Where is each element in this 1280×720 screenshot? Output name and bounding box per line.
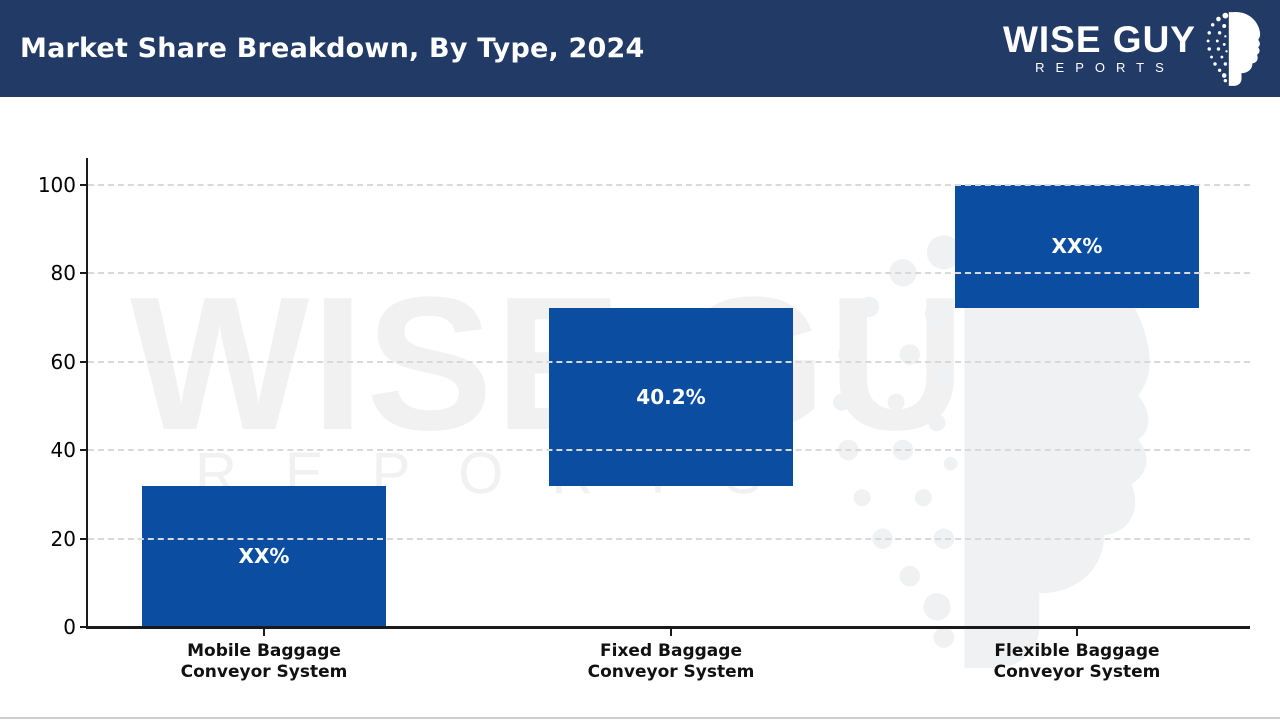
category-label: Flexible Baggage Conveyor System (993, 641, 1161, 682)
logo-text: WISE GUY REPORTS (1002, 18, 1196, 77)
bar-segment: XX% (955, 185, 1199, 308)
y-tick-60 (80, 360, 88, 363)
y-tick-0 (80, 626, 88, 628)
gridline-40 (88, 449, 1250, 452)
y-tick-label-20: 20 (50, 526, 76, 551)
y-tick-20 (80, 537, 88, 540)
page-title: Market Share Breakdown, By Type, 2024 (20, 33, 645, 64)
y-tick-label-40: 40 (50, 438, 76, 463)
x-tick-1 (670, 627, 672, 636)
x-axis-line (86, 626, 1250, 629)
y-tick-80 (80, 272, 88, 275)
y-tick-100 (80, 184, 88, 186)
gridline-20 (88, 537, 1250, 540)
wiseguy-logo: WISE GUY REPORTS (1003, 11, 1280, 87)
logo-subtitle: REPORTS (1035, 59, 1175, 75)
bar-segment: 40.2% (549, 307, 793, 486)
gridline-100 (88, 184, 1250, 186)
gridline-80 (88, 272, 1250, 275)
y-axis-line (86, 158, 88, 628)
bar-value-label: XX% (238, 544, 290, 569)
y-tick-40 (80, 449, 88, 452)
bottom-border (0, 717, 1280, 719)
x-tick-0 (263, 627, 265, 636)
x-tick-2 (1076, 627, 1078, 636)
bar-value-label: 40.2% (636, 384, 706, 409)
wiseguy-face-icon (1206, 11, 1261, 86)
category-label: Mobile Baggage Conveyor System (180, 641, 348, 682)
y-tick-label-80: 80 (50, 261, 76, 286)
y-tick-label-60: 60 (50, 349, 76, 374)
category-label: Fixed Baggage Conveyor System (587, 641, 755, 682)
header-bar: Market Share Breakdown, By Type, 2024 WI… (0, 0, 1280, 97)
gridline-60 (88, 360, 1250, 363)
bar-value-label: XX% (1051, 234, 1103, 259)
y-tick-label-0: 0 (63, 615, 76, 639)
y-tick-label-100: 100 (37, 173, 76, 197)
logo-wordmark: WISE GUY (1002, 18, 1196, 60)
bar-segment: XX% (142, 485, 386, 627)
